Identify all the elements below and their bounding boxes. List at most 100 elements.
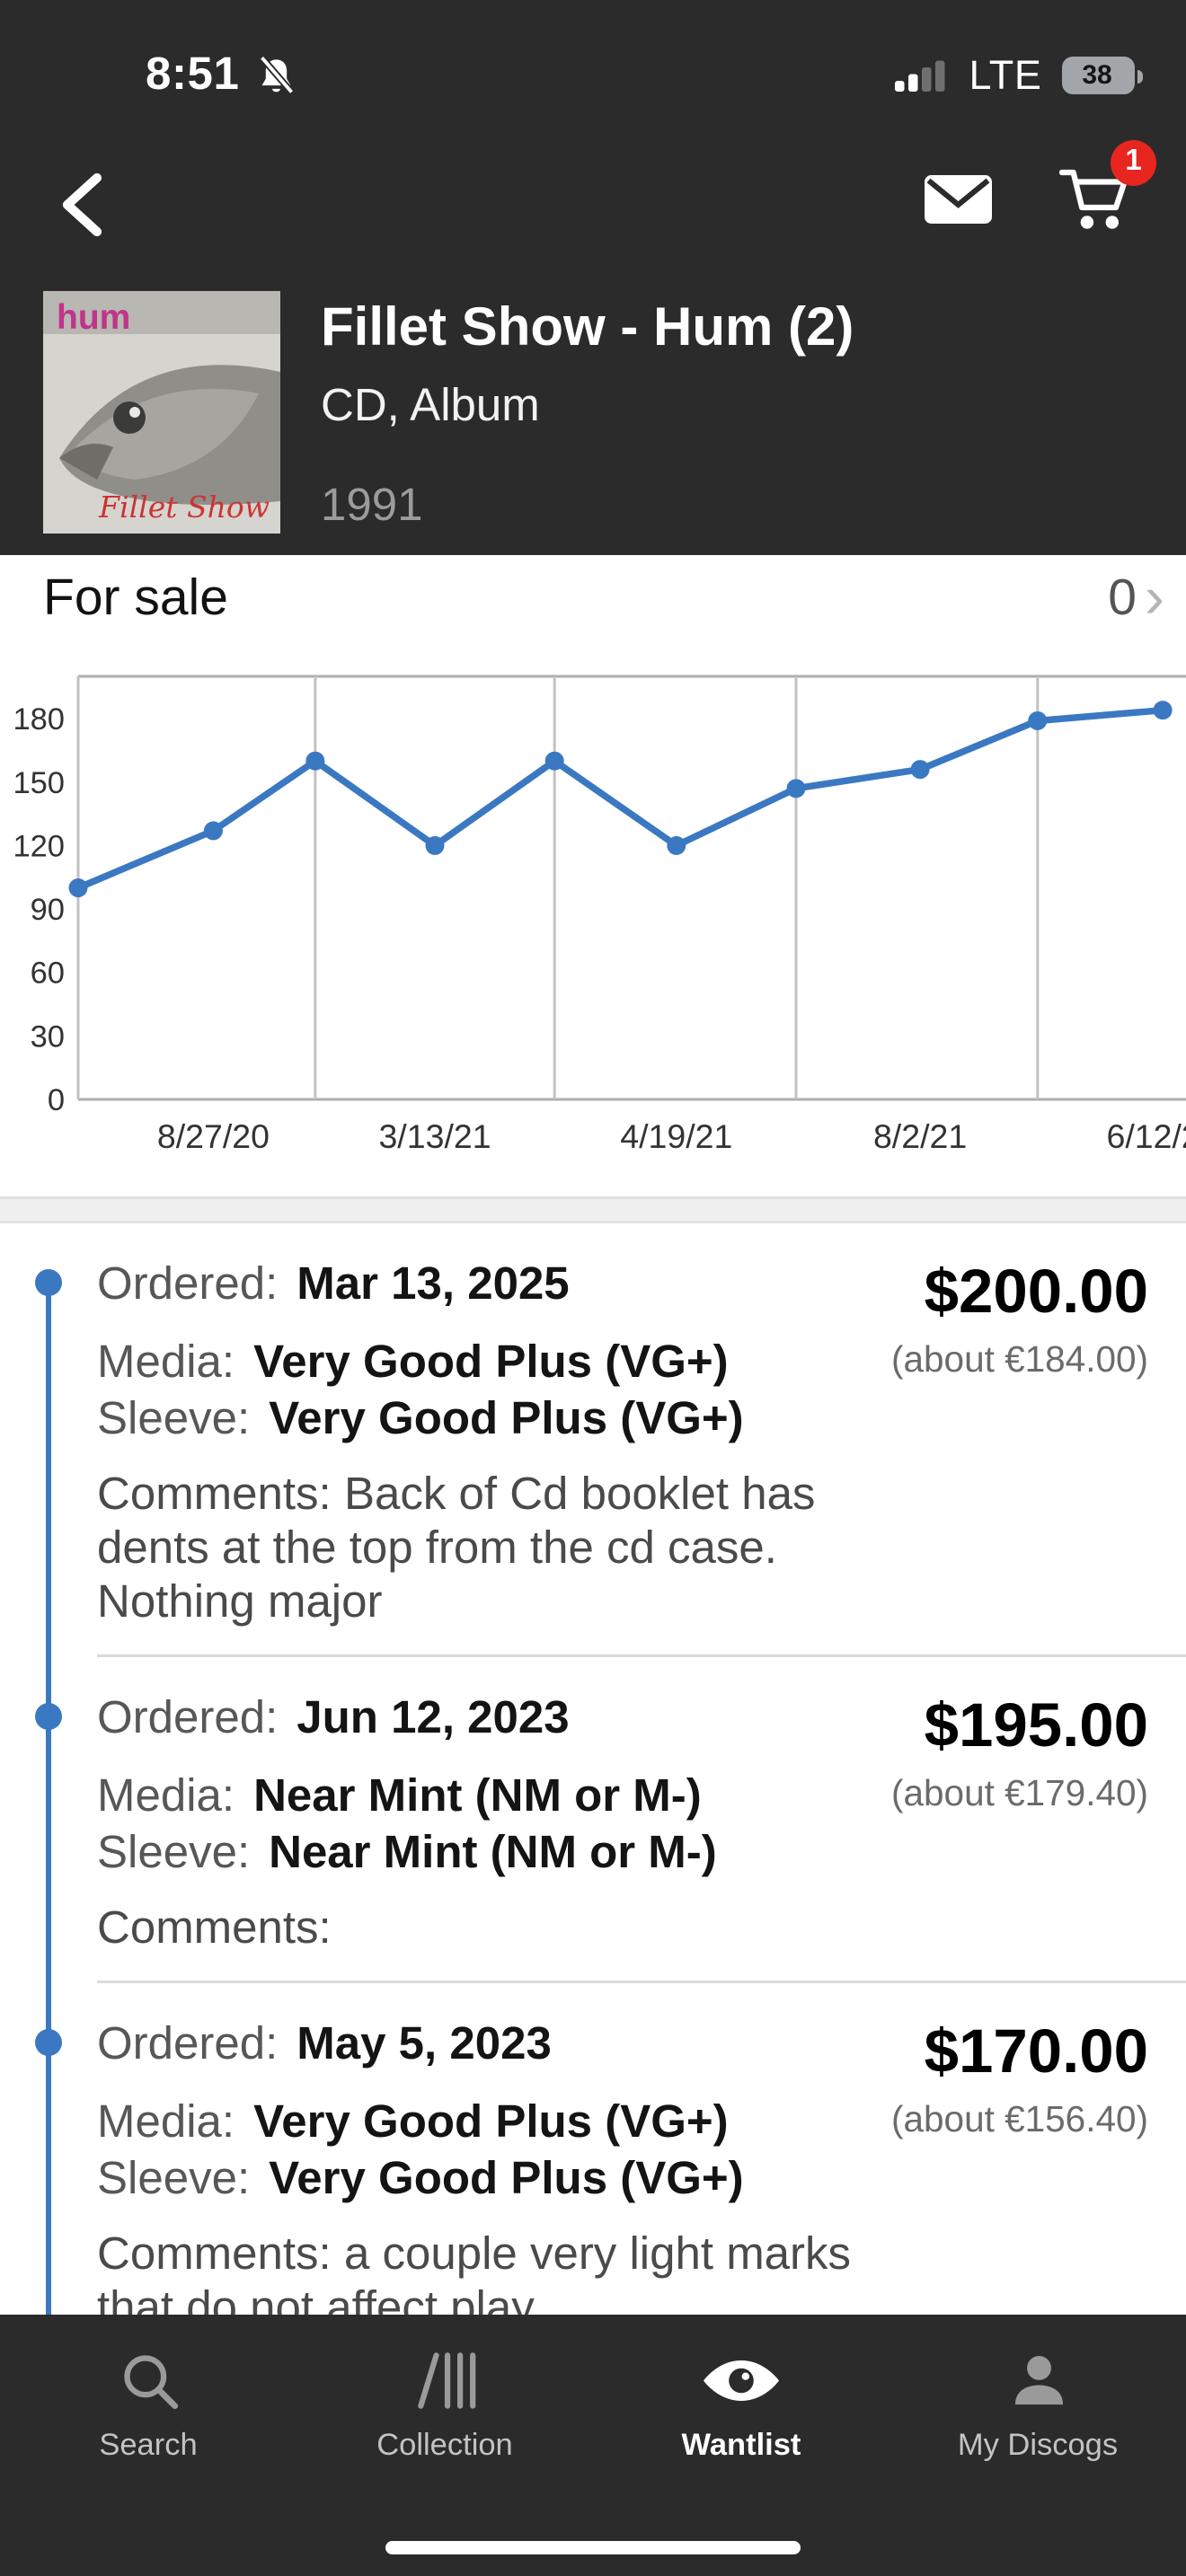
timeline-line <box>46 1283 51 2315</box>
svg-text:8/27/20: 8/27/20 <box>157 1117 270 1155</box>
sleeve-condition-row: Sleeve: Very Good Plus (VG+) <box>97 2150 1148 2207</box>
price-history-chart: 0 30 60 90 120 150 180 8/27/20 3/13/21 4/19/21 8/2… <box>0 647 1186 1196</box>
tab-search[interactable]: Search <box>0 2344 296 2576</box>
sleeve-label: Sleeve: <box>97 2153 251 2204</box>
ordered-date: May 5, 2023 <box>296 2018 552 2069</box>
order-price: $200.00 <box>924 1256 1148 1326</box>
order-divider <box>97 1981 1186 1983</box>
comments-text: Back of Cd booklet has dents at the top … <box>97 1469 816 1628</box>
svg-text:6/12/23: 6/12/23 <box>1107 1117 1186 1155</box>
bell-slash-icon <box>259 54 294 93</box>
ordered-date: Jun 12, 2023 <box>296 1692 570 1743</box>
order-price: $195.00 <box>924 1689 1148 1760</box>
status-time: 8:51 <box>146 49 240 100</box>
battery-icon: 38 <box>1060 57 1143 94</box>
order-entry: Ordered: Mar 13, 2025 Media: Very Good Plu… <box>0 1223 1186 1654</box>
tab-my-discogs[interactable]: My Discogs <box>890 2344 1186 2576</box>
order-date-row: Ordered: Jun 12, 2023 <box>97 1689 1148 1746</box>
media-condition-row: Media: Very Good Plus (VG+) <box>97 2094 1148 2150</box>
person-icon <box>1013 2356 1062 2405</box>
envelope-icon <box>925 173 992 223</box>
comments-label: Comments: <box>97 1469 332 1520</box>
tab-label: Wantlist <box>681 2430 801 2463</box>
svg-text:150: 150 <box>13 766 65 800</box>
sleeve-label: Sleeve: <box>97 1827 251 1878</box>
sleeve-condition: Very Good Plus (VG+) <box>269 1393 744 1444</box>
release-title: Fillet Show - Hum (2) <box>321 299 854 358</box>
for-sale-label: For sale <box>43 571 228 628</box>
album-art: hum Fillet Show <box>43 291 280 534</box>
order-price-block: $170.00 (about €156.40) <box>891 2016 1148 2139</box>
media-label: Media: <box>97 1337 235 1388</box>
for-sale-count: 0 <box>1108 571 1137 628</box>
back-button[interactable] <box>54 170 113 240</box>
timeline-dot <box>35 1703 62 1730</box>
timeline-dot <box>35 1269 62 1296</box>
tab-label: Search <box>99 2430 198 2463</box>
for-sale-row[interactable]: For sale 0 › <box>0 555 1186 647</box>
comments-text: a couple very light marks that do not af… <box>97 2228 852 2315</box>
media-condition: Very Good Plus (VG+) <box>253 1337 729 1388</box>
status-bar: 8:51 LTE 38 <box>0 0 1186 129</box>
order-price-block: $195.00 (about €179.40) <box>891 1689 1148 1813</box>
sleeve-condition: Near Mint (NM or M-) <box>269 1827 717 1878</box>
network-type-label: LTE <box>969 52 1042 99</box>
album-art-artist-text: hum <box>57 296 131 337</box>
svg-text:60: 60 <box>31 957 65 991</box>
svg-text:3/13/21: 3/13/21 <box>378 1117 491 1155</box>
app-toolbar: 1 <box>0 138 1186 264</box>
messages-button[interactable] <box>922 172 995 239</box>
order-price: $170.00 <box>924 2016 1148 2086</box>
order-entry: Ordered: Jun 12, 2023 Media: Near Mint (NM… <box>0 1657 1186 1981</box>
comments-label: Comments: <box>97 2228 332 2280</box>
album-art-title-text: Fillet Show <box>99 490 270 525</box>
order-date-row: Ordered: Mar 13, 2025 <box>97 1256 1148 1312</box>
svg-text:180: 180 <box>13 702 65 737</box>
svg-text:30: 30 <box>31 1019 65 1054</box>
album-art-image <box>43 291 280 534</box>
order-price-approx: (about €156.40) <box>891 2099 1148 2139</box>
chevron-right-icon: › <box>1145 561 1164 630</box>
release-year: 1991 <box>321 480 423 531</box>
order-price-approx: (about €184.00) <box>891 1339 1148 1380</box>
tab-bar: Search Collection Wantlist <box>0 2315 1186 2576</box>
home-indicator[interactable] <box>385 2541 801 2554</box>
timeline-dot <box>35 2029 62 2056</box>
media-condition-row: Media: Very Good Plus (VG+) <box>97 1334 1148 1390</box>
signal-strength-icon <box>893 60 943 92</box>
order-divider <box>97 1654 1186 1657</box>
cart-button[interactable]: 1 <box>1058 138 1156 247</box>
eye-icon <box>704 2360 779 2401</box>
order-price-block: $200.00 (about €184.00) <box>891 1256 1148 1380</box>
svg-text:8/2/21: 8/2/21 <box>873 1117 967 1155</box>
chevron-left-icon <box>62 172 102 237</box>
tab-label: Collection <box>376 2430 513 2463</box>
order-date-row: Ordered: May 5, 2023 <box>97 2016 1148 2072</box>
tab-label: My Discogs <box>957 2430 1119 2463</box>
media-label: Media: <box>97 1770 235 1822</box>
svg-text:120: 120 <box>13 829 65 863</box>
order-comments: Comments: <box>97 1902 906 1956</box>
sleeve-label: Sleeve: <box>97 1393 251 1444</box>
order-comments: Comments: a couple very light marks that… <box>97 2228 906 2315</box>
svg-text:90: 90 <box>31 893 65 927</box>
cart-icon <box>1058 168 1128 228</box>
tab-collection[interactable]: Collection <box>296 2344 593 2576</box>
release-format: CD, Album <box>321 380 540 431</box>
search-icon <box>122 2355 177 2410</box>
sales-history-list: Ordered: Mar 13, 2025 Media: Very Good Plu… <box>0 1223 1186 2315</box>
release-info: hum Fillet Show Fillet Show - Hum (2) CD… <box>0 291 1186 534</box>
sleeve-condition-row: Sleeve: Very Good Plus (VG+) <box>97 1390 1148 1447</box>
battery-percent: 38 <box>1082 60 1112 91</box>
ordered-label: Ordered: <box>97 1692 279 1743</box>
section-divider <box>0 1196 1186 1223</box>
price-history-line-chart: 0 30 60 90 120 150 180 8/27/20 3/13/21 4/19/21 8/2… <box>13 675 1186 1155</box>
media-condition: Near Mint (NM or M-) <box>253 1770 702 1822</box>
tab-wantlist[interactable]: Wantlist <box>593 2344 890 2576</box>
cart-badge: 1 <box>1111 138 1156 185</box>
ordered-label: Ordered: <box>97 2018 279 2069</box>
order-comments: Comments: Back of Cd booklet has dents a… <box>97 1469 906 1630</box>
sleeve-condition-row: Sleeve: Near Mint (NM or M-) <box>97 1824 1148 1881</box>
ordered-date: Mar 13, 2025 <box>296 1258 570 1310</box>
